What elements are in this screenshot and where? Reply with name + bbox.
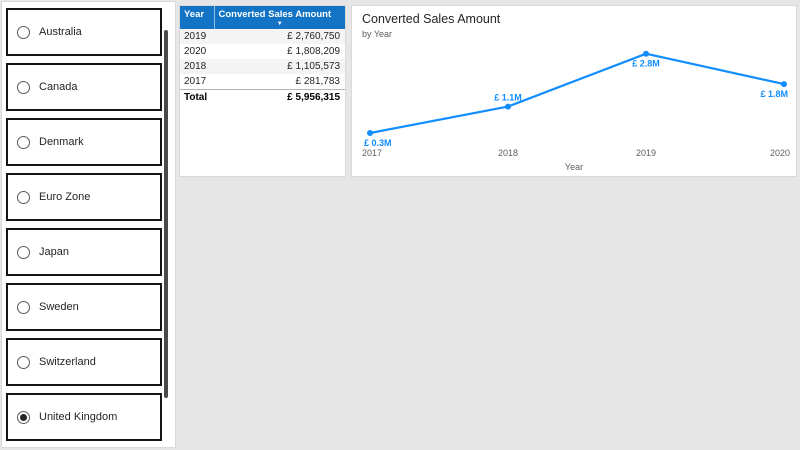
slicer-option-label: Denmark xyxy=(39,136,84,148)
data-point xyxy=(505,103,511,110)
radio-icon[interactable] xyxy=(17,245,30,259)
table-header-row: Year Converted Sales Amount ▼ xyxy=(180,6,345,29)
year-cell[interactable]: 2018 xyxy=(184,61,207,72)
data-point xyxy=(781,81,787,88)
sales-line-chart: Converted Sales Amount by Year £ 0.3M £ 1… xyxy=(351,5,797,177)
slicer-option-label: Australia xyxy=(39,26,82,38)
column-header-year[interactable]: Year xyxy=(180,6,215,29)
slicer-option-label: Euro Zone xyxy=(39,191,91,203)
x-tick-label: 2020 xyxy=(770,148,790,158)
sales-table: Year Converted Sales Amount ▼ 2019 £ 2,7… xyxy=(179,5,346,177)
amount-cell[interactable]: £ 2,760,750 xyxy=(287,31,340,42)
line-chart-plot-area[interactable]: £ 0.3M £ 1.1M £ 2.8M £ 1.8M 2017 2018 2019 2020 xyxy=(356,36,794,164)
chart-subtitle: by Year xyxy=(362,29,393,39)
sales-line xyxy=(369,52,785,135)
amount-cell[interactable]: £ 281,783 xyxy=(295,76,341,87)
radio-icon[interactable] xyxy=(17,25,30,39)
chart-title: Converted Sales Amount xyxy=(362,12,501,26)
sort-descending-icon: ▼ xyxy=(276,21,283,27)
slicer-option-euro-zone[interactable]: Euro Zone xyxy=(6,173,162,221)
total-label-cell: Total xyxy=(184,92,208,103)
column-header-label: Converted Sales Amount xyxy=(218,9,332,20)
country-slicer: Australia Canada Denmark Euro Zone Japan… xyxy=(1,1,176,448)
slicer-option-label: Switzerland xyxy=(39,356,96,368)
amount-cell[interactable]: £ 1,105,573 xyxy=(287,61,340,72)
radio-icon[interactable] xyxy=(17,355,30,369)
point-label: £ 1.8M xyxy=(760,89,788,99)
slicer-option-united-kingdom[interactable]: United Kingdom xyxy=(6,393,162,441)
total-amount-cell: £ 5,956,315 xyxy=(287,92,340,103)
year-sales-table: Year Converted Sales Amount ▼ 2019 £ 2,7… xyxy=(180,6,345,105)
slicer-scrollbar[interactable] xyxy=(164,30,168,398)
table-row[interactable]: 2018 £ 1,105,573 xyxy=(180,59,345,74)
data-point xyxy=(367,130,373,136)
radio-icon[interactable] xyxy=(17,190,30,204)
slicer-option-canada[interactable]: Canada xyxy=(6,63,162,111)
slicer-option-label: Canada xyxy=(39,81,78,93)
year-cell[interactable]: 2017 xyxy=(184,76,207,87)
column-header-label: Year xyxy=(184,9,205,20)
slicer-option-japan[interactable]: Japan xyxy=(6,228,162,276)
table-row[interactable]: 2017 £ 281,783 xyxy=(180,74,345,90)
point-label: £ 2.8M xyxy=(632,59,660,69)
data-point xyxy=(643,50,649,57)
radio-icon[interactable] xyxy=(17,300,30,314)
year-cell[interactable]: 2020 xyxy=(184,46,207,57)
year-cell[interactable]: 2019 xyxy=(184,31,207,42)
table-row[interactable]: 2020 £ 1,808,209 xyxy=(180,44,345,59)
slicer-option-label: Japan xyxy=(39,246,69,258)
point-label: £ 1.1M xyxy=(494,93,522,103)
point-label: £ 0.3M xyxy=(364,138,392,148)
slicer-option-australia[interactable]: Australia xyxy=(6,8,162,56)
table-total-row: Total £ 5,956,315 xyxy=(180,89,345,105)
x-tick-label: 2018 xyxy=(498,148,518,158)
slicer-option-label: Sweden xyxy=(39,301,79,313)
x-tick-label: 2017 xyxy=(362,148,382,158)
x-tick-label: 2019 xyxy=(636,148,656,158)
slicer-option-switzerland[interactable]: Switzerland xyxy=(6,338,162,386)
radio-icon[interactable] xyxy=(17,410,30,424)
slicer-option-label: United Kingdom xyxy=(39,411,118,423)
amount-cell[interactable]: £ 1,808,209 xyxy=(287,46,340,57)
slicer-option-sweden[interactable]: Sweden xyxy=(6,283,162,331)
table-row[interactable]: 2019 £ 2,760,750 xyxy=(180,29,345,44)
radio-icon[interactable] xyxy=(17,80,30,94)
column-header-converted-sales-amount[interactable]: Converted Sales Amount ▼ xyxy=(214,6,345,29)
radio-icon[interactable] xyxy=(17,135,30,149)
x-axis-title: Year xyxy=(564,162,584,172)
slicer-option-denmark[interactable]: Denmark xyxy=(6,118,162,166)
